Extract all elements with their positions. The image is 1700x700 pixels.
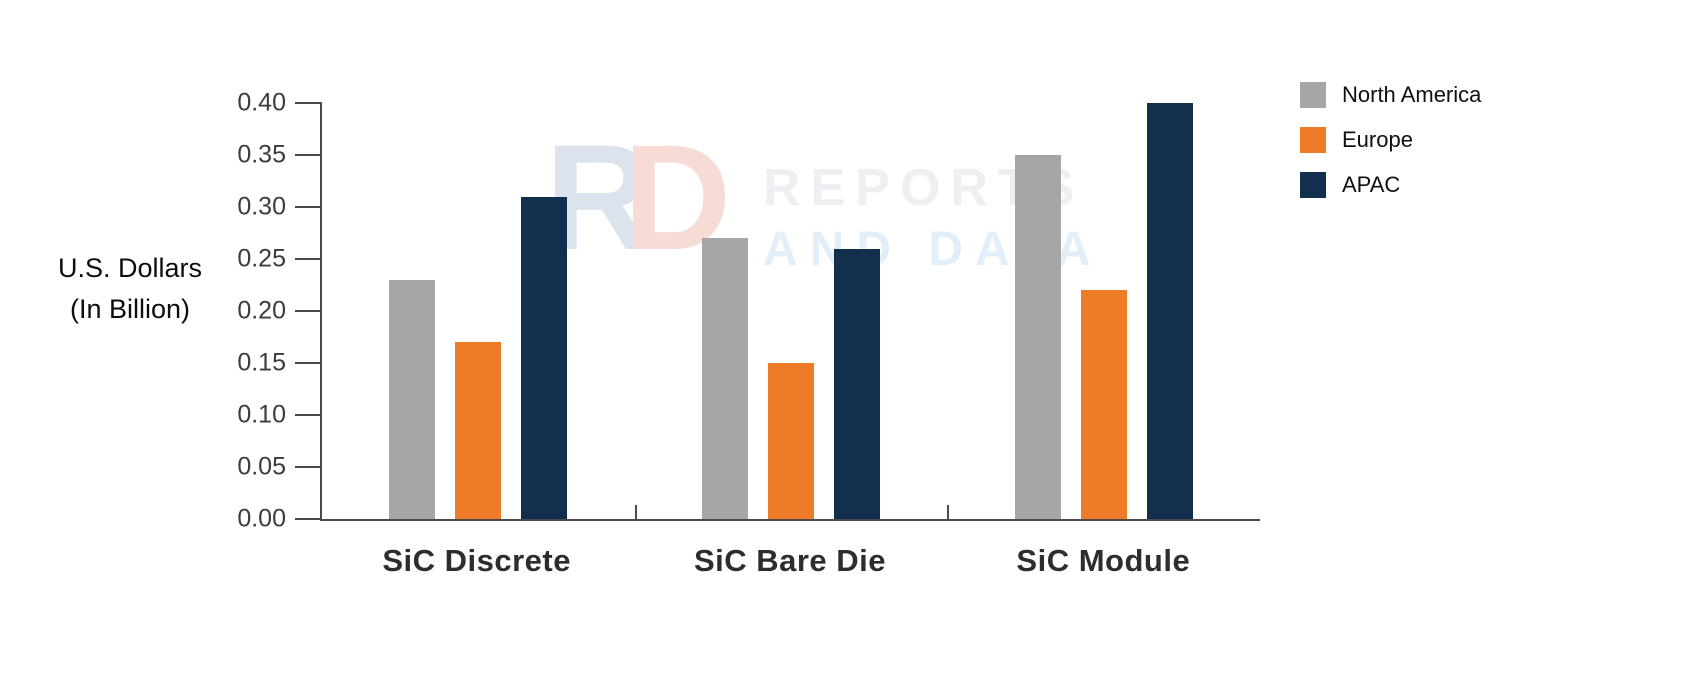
y-tick-mark	[295, 258, 322, 260]
y-axis-title-line-2: (In Billion)	[69, 293, 191, 324]
y-tick-mark	[295, 154, 322, 156]
y-tick-mark	[295, 362, 322, 364]
bar-europe	[455, 342, 502, 519]
bar-north-america	[389, 279, 436, 519]
bar-apac	[1146, 103, 1193, 519]
bar-europe	[1080, 290, 1127, 519]
y-tick-mark	[295, 206, 322, 208]
x-category-label: SiC Module	[1016, 543, 1191, 578]
legend-label: Europe	[1342, 127, 1413, 152]
y-tick-label: 0.35	[237, 140, 286, 169]
legend-item-apac: APAC	[1300, 172, 1481, 198]
bar-europe	[768, 363, 814, 519]
x-category-label: SiC Discrete	[382, 543, 571, 578]
bar-group-sic-discrete	[322, 103, 635, 519]
legend-item-europe: Europe	[1300, 127, 1481, 153]
y-tick-mark	[295, 310, 322, 312]
bar-north-america	[702, 238, 748, 519]
legend-swatch	[1300, 127, 1326, 153]
y-tick-label: 0.10	[237, 400, 286, 429]
legend-swatch	[1300, 82, 1326, 108]
x-tick-mark	[947, 505, 950, 519]
y-tick-label: 0.30	[237, 192, 286, 221]
x-tick-mark	[634, 505, 637, 519]
y-tick-label: 0.05	[237, 452, 286, 481]
y-tick-label: 0.20	[237, 296, 286, 325]
legend-label: North America	[1342, 82, 1482, 107]
y-tick-label: 0.15	[237, 348, 286, 377]
bar-group-sic-module	[947, 103, 1260, 519]
bar-apac	[834, 248, 880, 519]
legend-swatch	[1300, 172, 1326, 198]
legend-item-north-america: North America	[1300, 82, 1481, 108]
bar-apac	[521, 196, 568, 519]
legend: North America Europe APAC	[1300, 82, 1481, 217]
y-tick-mark	[295, 414, 322, 416]
y-tick-label: 0.00	[237, 504, 286, 533]
y-tick-mark	[295, 518, 322, 520]
plot-area: 0.00 0.05 0.10 0.15 0.20 0.25 0.30 0.35 0.40	[237, 89, 1260, 533]
x-axis-labels: SiC Discrete SiC Bare Die SiC Module	[320, 543, 1260, 579]
bar-north-america	[1014, 155, 1061, 519]
y-axis-title: U.S. Dollars (In Billion)	[20, 248, 240, 329]
y-tick-mark	[295, 102, 322, 104]
y-axis-title-line-1: U.S. Dollars	[57, 253, 203, 283]
bar-group-sic-bare-die	[635, 103, 948, 519]
y-tick-mark	[295, 466, 322, 468]
y-tick-label: 0.40	[237, 88, 286, 117]
x-category-label: SiC Bare Die	[693, 543, 887, 578]
legend-label: APAC	[1342, 172, 1401, 197]
y-tick-label: 0.25	[237, 244, 286, 273]
bar-groups	[322, 103, 1260, 519]
